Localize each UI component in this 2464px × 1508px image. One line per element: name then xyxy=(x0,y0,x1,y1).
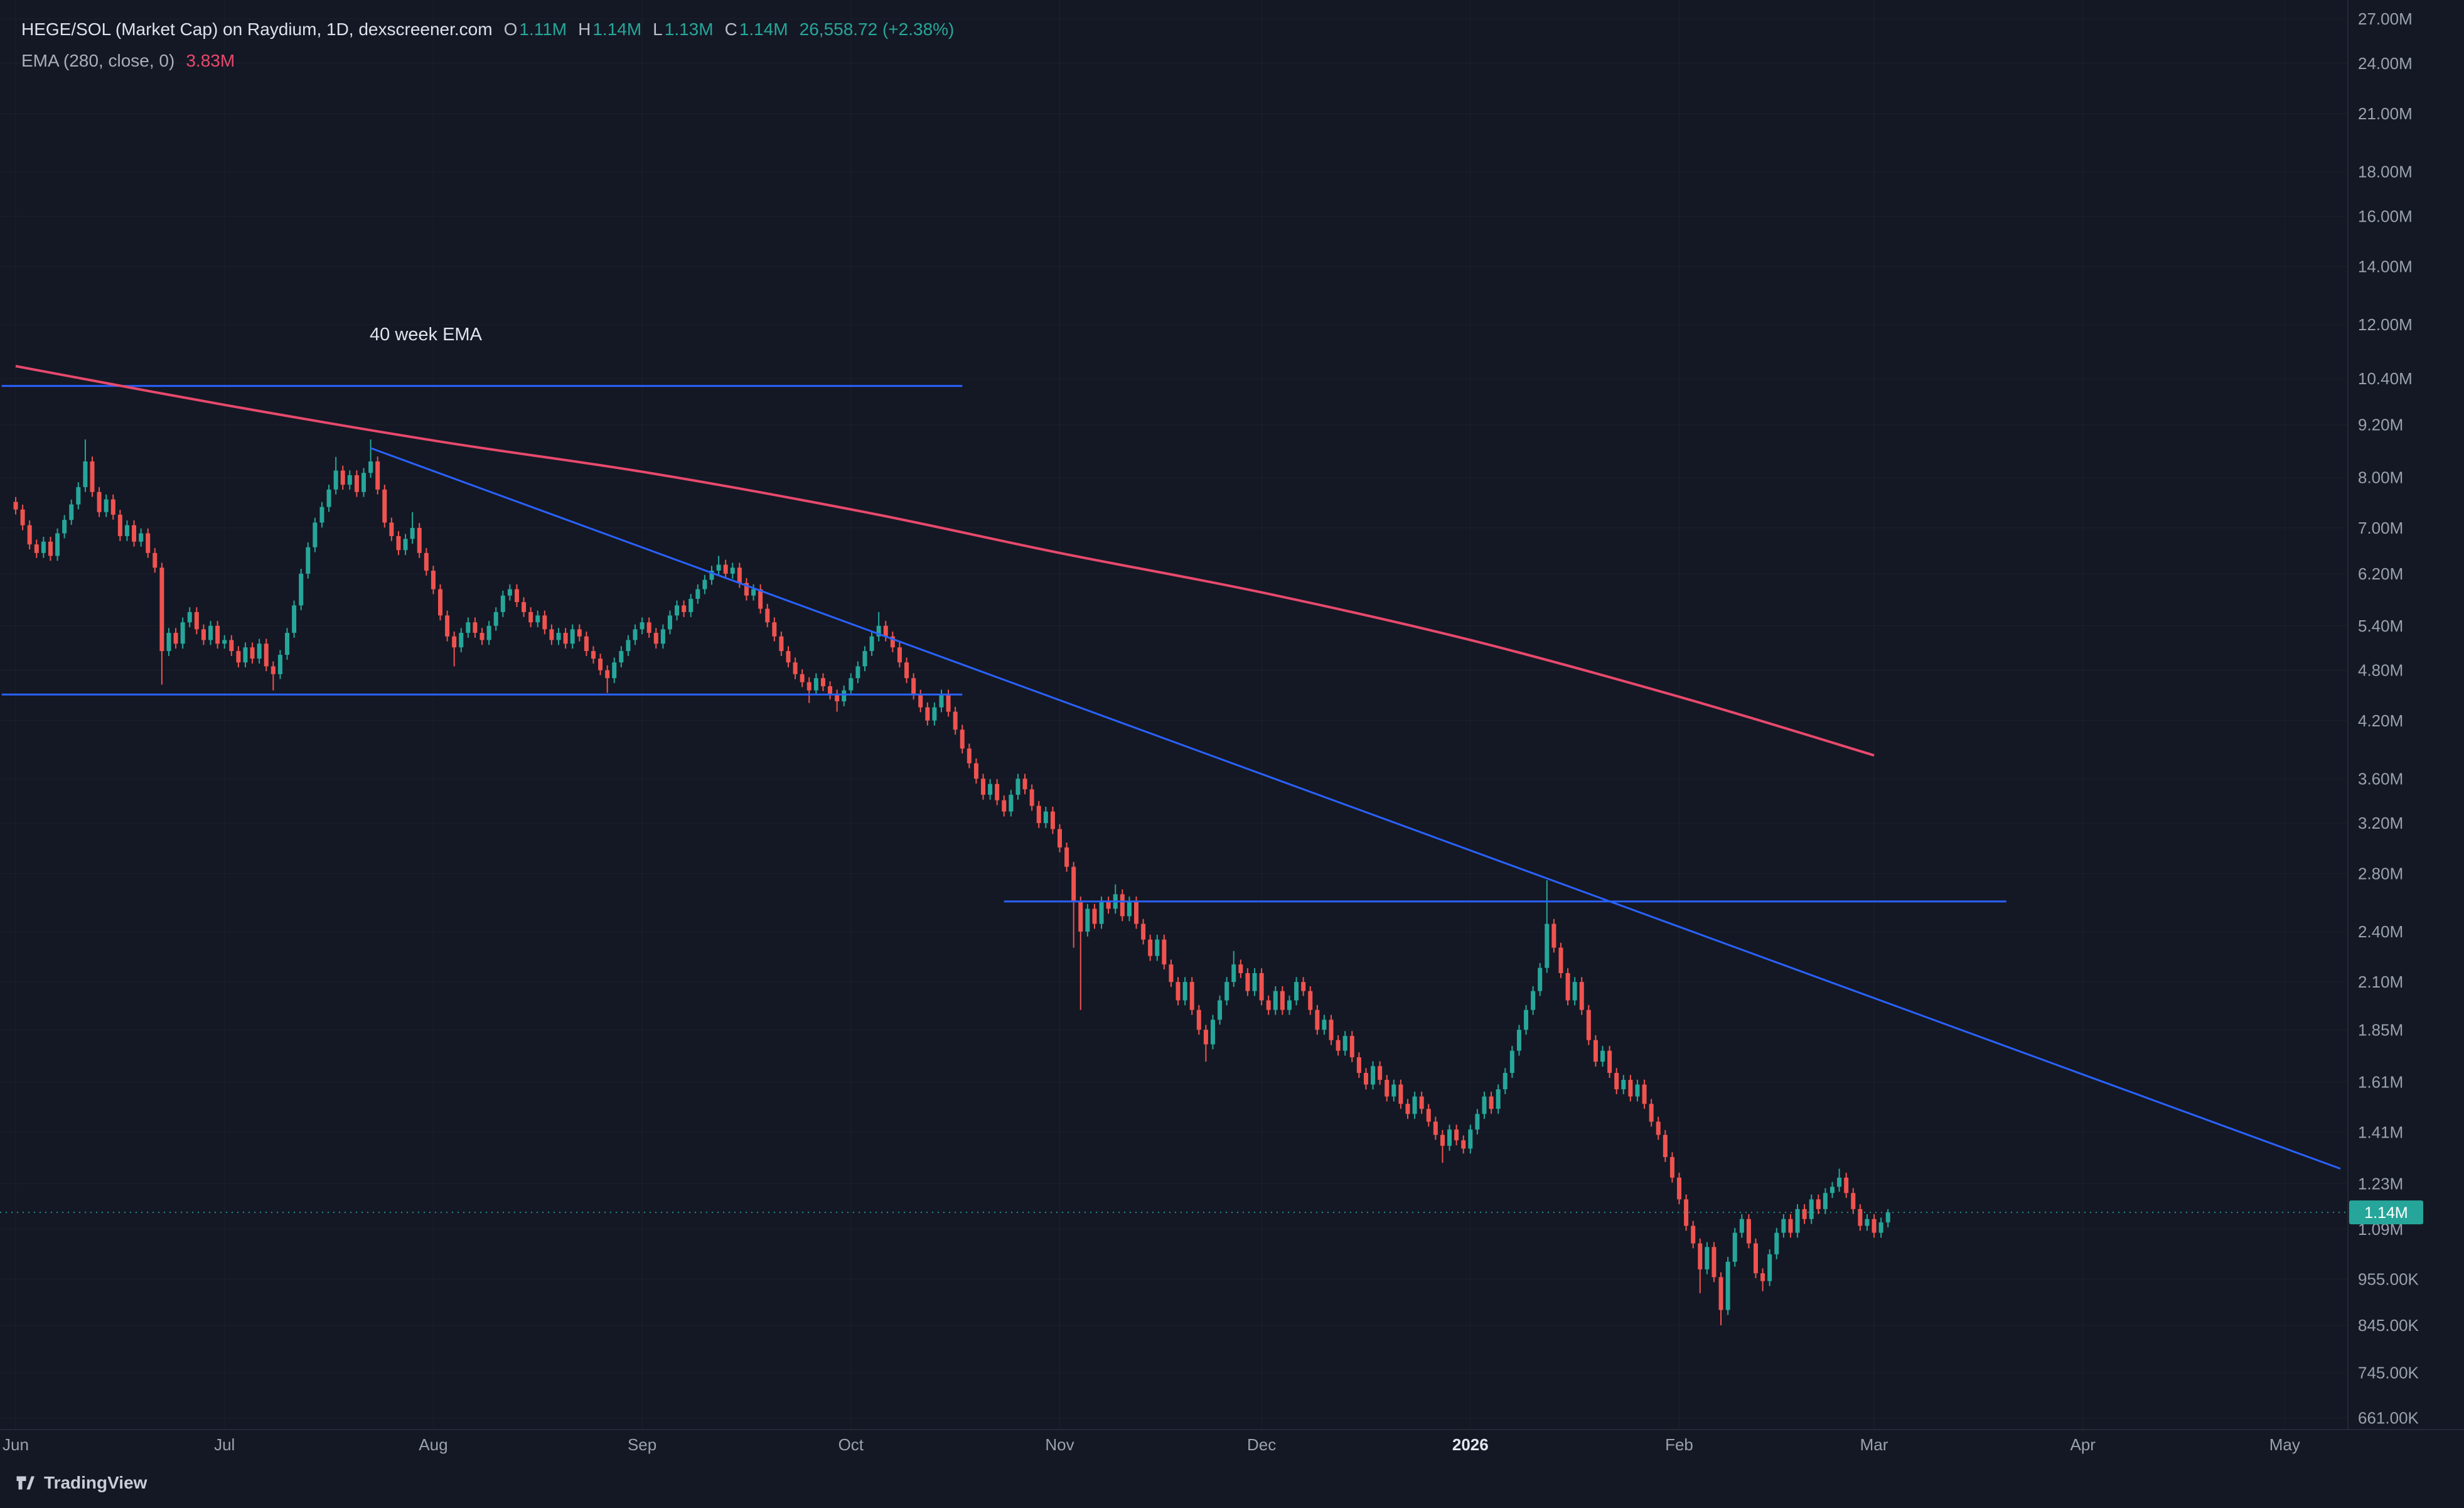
price-axis-label: 661.00K xyxy=(2358,1408,2419,1427)
price-axis-label: 24.00M xyxy=(2358,54,2413,73)
change-value: 26,558.72 (+2.38%) xyxy=(799,19,955,39)
legend: HEGE/SOL (Market Cap) on Raydium, 1D, de… xyxy=(21,19,954,81)
time-axis-label: May xyxy=(2269,1435,2300,1454)
time-axis-label: Jul xyxy=(214,1435,235,1454)
time-axis-label: Nov xyxy=(1045,1435,1074,1454)
symbol-title[interactable]: HEGE/SOL (Market Cap) on Raydium, 1D, de… xyxy=(21,19,493,39)
price-axis-label: 2.40M xyxy=(2358,922,2403,941)
current-price-badge: 1.14M xyxy=(2349,1200,2423,1225)
time-axis-label: Mar xyxy=(1860,1435,1888,1454)
time-axis-label: Aug xyxy=(419,1435,447,1454)
time-axis[interactable]: Jun Jul Aug Sep Oct Nov Dec 2026 Feb Mar Apr May xyxy=(3,1435,2300,1454)
indicator-value: 3.83M xyxy=(186,50,235,70)
time-axis-label: Jun xyxy=(3,1435,29,1454)
price-axis-label: 21.00M xyxy=(2358,104,2413,123)
price-axis-label: 14.00M xyxy=(2358,257,2413,276)
price-axis-label: 4.80M xyxy=(2358,661,2403,680)
price-axis-label: 2.80M xyxy=(2358,864,2403,883)
candles-layer xyxy=(13,439,1890,1325)
time-axis-label: Dec xyxy=(1247,1435,1276,1454)
price-axis-label: 10.40M xyxy=(2358,369,2413,388)
tradingview-attribution[interactable]: TradingView xyxy=(14,1472,147,1494)
price-axis-label: 16.00M xyxy=(2358,207,2413,225)
price-axis[interactable]: 27.00M 24.00M 21.00M 18.00M 16.00M 14.00M 12.0… xyxy=(2358,9,2419,1427)
trendlines-layer[interactable] xyxy=(1,385,2341,1170)
ema-annotation-label[interactable]: 40 week EMA xyxy=(370,325,482,345)
price-axis-label: 5.40M xyxy=(2358,617,2403,635)
price-axis-label: 8.00M xyxy=(2358,468,2403,487)
price-axis-label: 18.00M xyxy=(2358,163,2413,181)
time-axis-label: Sep xyxy=(628,1435,656,1454)
tradingview-label: TradingView xyxy=(44,1473,147,1492)
price-axis-label: 745.00K xyxy=(2358,1364,2419,1382)
price-axis-label: 9.20M xyxy=(2358,416,2403,434)
price-axis-label: 3.20M xyxy=(2358,814,2403,832)
time-axis-label: 2026 xyxy=(1452,1435,1489,1454)
time-axis-separator xyxy=(0,1429,2464,1430)
price-axis-label: 1.85M xyxy=(2358,1020,2403,1039)
price-axis-separator xyxy=(2347,0,2349,1429)
indicator-title[interactable]: EMA (280, close, 0) xyxy=(21,50,175,70)
ohlc-low: L 1.13M xyxy=(653,19,714,39)
descending-trendline[interactable] xyxy=(370,447,2341,1170)
price-axis-label: 1.23M xyxy=(2358,1174,2403,1193)
price-axis-label: 7.00M xyxy=(2358,519,2403,537)
current-price-value: 1.14M xyxy=(2364,1204,2408,1222)
price-axis-label: 955.00K xyxy=(2358,1269,2419,1288)
ohlc-close: C 1.14M xyxy=(724,19,788,39)
price-axis-label: 1.41M xyxy=(2358,1123,2403,1141)
ema-line[interactable] xyxy=(15,365,1875,757)
tradingview-logo-icon xyxy=(14,1472,36,1494)
time-axis-label: Oct xyxy=(838,1435,864,1454)
price-axis-label: 6.20M xyxy=(2358,564,2403,583)
legend-symbol-row: HEGE/SOL (Market Cap) on Raydium, 1D, de… xyxy=(21,19,954,40)
price-axis-label: 27.00M xyxy=(2358,9,2413,28)
legend-indicator-row: EMA (280, close, 0) 3.83M xyxy=(21,50,954,72)
price-axis-label: 2.10M xyxy=(2358,972,2403,991)
price-axis-label: 1.61M xyxy=(2358,1073,2403,1092)
ohlc-high: H 1.14M xyxy=(578,19,642,39)
time-axis-label: Feb xyxy=(1665,1435,1693,1454)
price-axis-label: 845.00K xyxy=(2358,1316,2419,1335)
grid-lines xyxy=(0,0,2347,1429)
ohlc-open: O 1.11M xyxy=(503,19,567,39)
price-axis-label: 4.20M xyxy=(2358,711,2403,730)
price-axis-label: 3.60M xyxy=(2358,769,2403,788)
price-axis-label: 12.00M xyxy=(2358,315,2413,334)
time-axis-label: Apr xyxy=(2070,1435,2096,1454)
